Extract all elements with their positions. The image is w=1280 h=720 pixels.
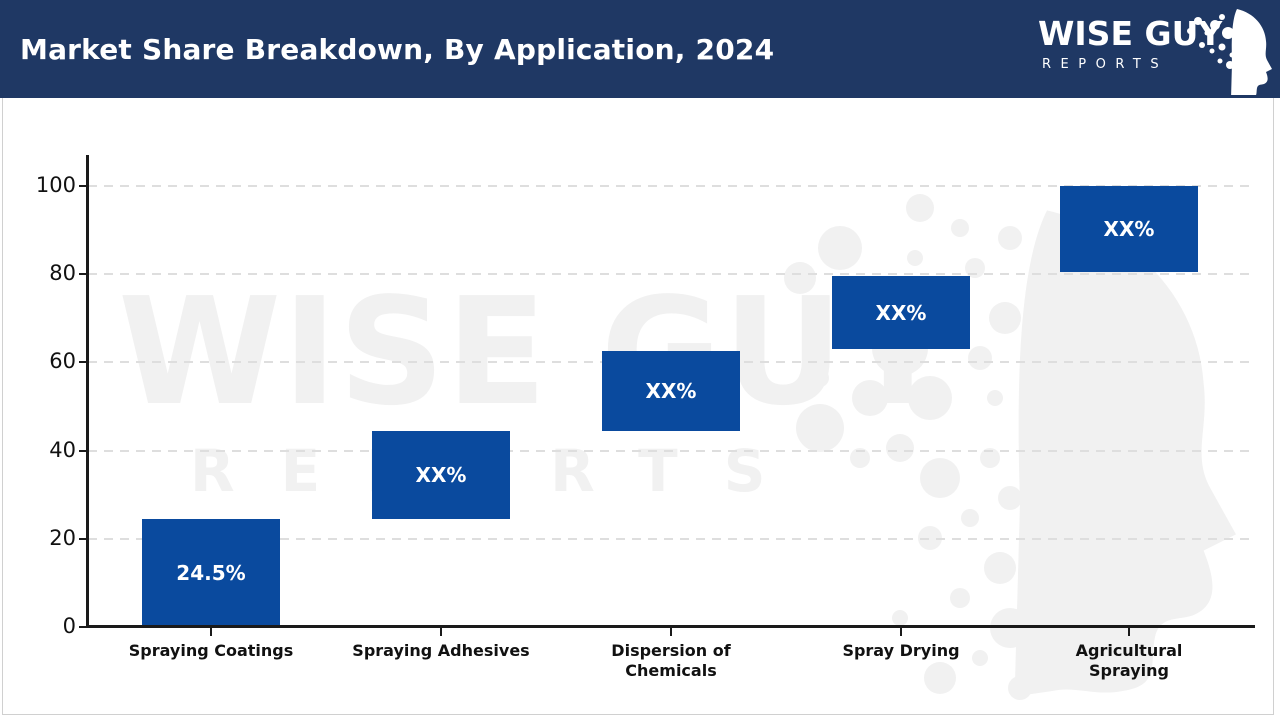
bar-segment: XX% [832, 276, 970, 350]
bar-value-label: 24.5% [176, 560, 246, 585]
logo-text-line1: WISE GUY [1038, 14, 1223, 53]
logo-text-line2: REPORTS [1042, 57, 1168, 72]
y-tick-label: 60 [49, 349, 76, 374]
bar-segment: XX% [602, 351, 740, 431]
watermark-text-line1: WISE GUY [118, 266, 953, 438]
gridline-20 [88, 537, 1255, 540]
x-category-label: Spraying Adhesives [352, 641, 530, 660]
x-category-label: Dispersion of Chemicals [611, 641, 731, 680]
y-tick-mark [79, 626, 88, 628]
y-tick-mark [79, 537, 88, 540]
y-tick-label: 100 [35, 173, 76, 197]
x-tick-mark [670, 628, 672, 636]
y-tick-mark [79, 361, 88, 364]
bar-value-label: XX% [1103, 216, 1155, 241]
x-tick-mark [1128, 628, 1130, 636]
y-tick-label: 80 [49, 261, 76, 286]
bar-value-label: XX% [875, 300, 927, 325]
logo-face-icon [1187, 9, 1272, 95]
header: Market Share Breakdown, By Application, … [0, 0, 1280, 98]
gridline-80 [88, 273, 1255, 276]
bar-value-label: XX% [645, 379, 697, 404]
plot-area: 0 20 40 60 80 100 24.5% Spraying Coatings XX% Spr… [36, 155, 1255, 680]
x-category-label: Agricultural Spraying [1075, 641, 1183, 680]
x-tick-mark [440, 628, 442, 636]
gridline-100 [88, 185, 1255, 187]
y-tick-mark [79, 185, 88, 187]
y-tick-label: 0 [62, 614, 76, 638]
y-tick-label: 40 [49, 437, 76, 462]
x-tick-mark [900, 628, 902, 636]
gridline-40 [88, 449, 1255, 452]
x-category-label: Spraying Coatings [128, 641, 294, 660]
x-axis [86, 625, 1255, 628]
bar-segment: XX% [372, 430, 510, 519]
y-tick-mark [79, 273, 88, 276]
bar-segment: 24.5% [142, 518, 280, 627]
x-tick-mark [210, 628, 212, 636]
y-tick-label: 20 [49, 525, 76, 550]
y-tick-mark [79, 449, 88, 452]
x-category-label: Spray Drying [842, 641, 960, 660]
bar-segment: XX% [1060, 186, 1198, 272]
bar-value-label: XX% [415, 462, 467, 487]
wise-guy-reports-logo: WISE GUY REPORTS [1038, 9, 1272, 95]
y-axis [86, 155, 89, 628]
chart-title: Market Share Breakdown, By Application, … [20, 32, 775, 66]
